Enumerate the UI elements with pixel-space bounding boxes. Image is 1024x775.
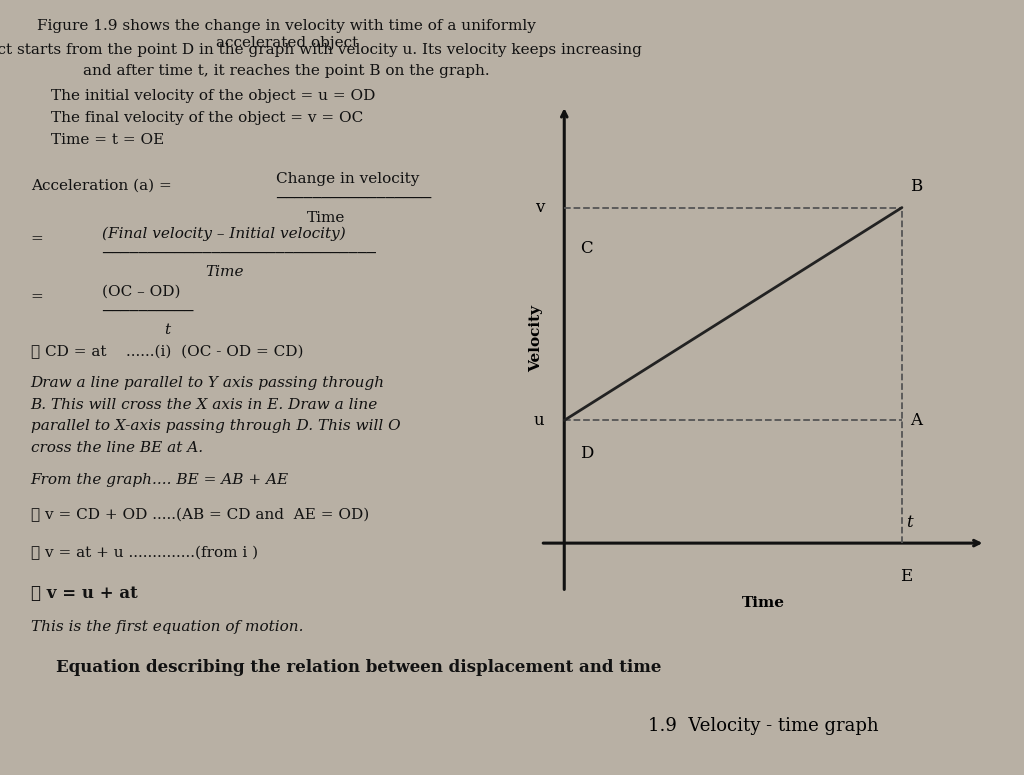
Text: The initial velocity of the object = u = OD: The initial velocity of the object = u =… <box>51 89 376 103</box>
Text: ∴ v = u + at: ∴ v = u + at <box>31 585 137 602</box>
Text: =: = <box>31 291 43 305</box>
Text: 1.9  Velocity - time graph: 1.9 Velocity - time graph <box>647 717 879 735</box>
Text: ──────────────────────────────: ────────────────────────────── <box>102 246 376 260</box>
Text: Draw a line parallel to Y axis passing through: Draw a line parallel to Y axis passing t… <box>31 376 385 390</box>
Text: D: D <box>581 445 594 462</box>
Text: cross the line BE at A.: cross the line BE at A. <box>31 441 203 455</box>
Text: Change in velocity: Change in velocity <box>276 172 420 186</box>
Text: Equation describing the relation between displacement and time: Equation describing the relation between… <box>55 659 662 676</box>
Text: u: u <box>534 412 545 429</box>
Text: From the graph.... BE = AB + AE: From the graph.... BE = AB + AE <box>31 473 289 487</box>
Text: and after time t, it reaches the point B on the graph.: and after time t, it reaches the point B… <box>83 64 490 78</box>
Text: Time: Time <box>205 265 244 279</box>
Text: Time = t = OE: Time = t = OE <box>51 133 165 146</box>
Text: ∴ CD = at    ......(i)  (OC - OD = CD): ∴ CD = at ......(i) (OC - OD = CD) <box>31 345 303 359</box>
Text: C: C <box>581 240 593 257</box>
Text: (OC – OD): (OC – OD) <box>102 284 181 298</box>
Text: v: v <box>535 199 545 216</box>
Text: Figure 1.9 shows the change in velocity with time of a uniformly accelerated obj: Figure 1.9 shows the change in velocity … <box>37 19 537 50</box>
Text: =: = <box>31 232 43 246</box>
Text: The object starts from the point D in the graph with velocity u. Its velocity ke: The object starts from the point D in th… <box>0 43 642 57</box>
Text: ∴ v = at + u ..............(from i ): ∴ v = at + u ..............(from i ) <box>31 546 258 560</box>
Text: This is the first equation of motion.: This is the first equation of motion. <box>31 620 303 634</box>
Text: A: A <box>910 412 922 429</box>
Text: ──────────: ────────── <box>102 305 194 319</box>
Text: Acceleration (a) =: Acceleration (a) = <box>31 178 176 192</box>
Text: t: t <box>164 323 170 337</box>
Text: E: E <box>900 567 912 584</box>
Text: (Final velocity – Initial velocity): (Final velocity – Initial velocity) <box>102 226 346 241</box>
Text: ∴ v = CD + OD .....(AB = CD and  AE = OD): ∴ v = CD + OD .....(AB = CD and AE = OD) <box>31 508 369 522</box>
Text: ─────────────────: ───────────────── <box>276 192 431 206</box>
Text: B: B <box>910 178 922 195</box>
Text: Time: Time <box>741 596 784 611</box>
Text: The final velocity of the object = v = OC: The final velocity of the object = v = O… <box>51 111 364 125</box>
Text: t: t <box>906 514 912 531</box>
Text: parallel to X-axis passing through D. This will O: parallel to X-axis passing through D. Th… <box>31 419 400 433</box>
Text: Velocity: Velocity <box>529 305 544 372</box>
Text: Time: Time <box>307 211 345 225</box>
Text: B. This will cross the X axis in E. Draw a line: B. This will cross the X axis in E. Draw… <box>31 398 378 412</box>
